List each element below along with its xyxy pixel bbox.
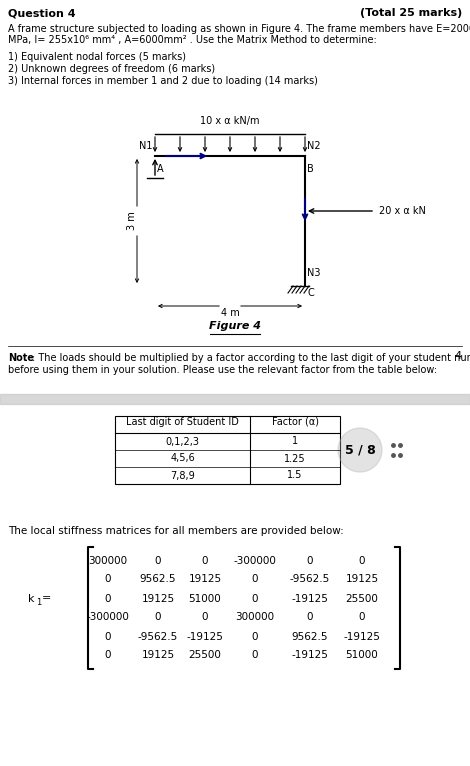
Text: 0: 0	[155, 613, 161, 623]
Text: 4: 4	[455, 351, 462, 361]
Text: 2) Unknown degrees of freedom (6 marks): 2) Unknown degrees of freedom (6 marks)	[8, 64, 215, 74]
Text: 1.25: 1.25	[284, 453, 306, 463]
Text: 4 m: 4 m	[220, 308, 239, 318]
Text: 0: 0	[252, 594, 258, 604]
Text: 1: 1	[36, 598, 41, 607]
Text: 0: 0	[307, 613, 313, 623]
Text: 0: 0	[359, 613, 365, 623]
Text: 3) Internal forces in member 1 and 2 due to loading (14 marks): 3) Internal forces in member 1 and 2 due…	[8, 76, 318, 86]
Text: C: C	[307, 288, 314, 298]
Text: -300000: -300000	[86, 613, 129, 623]
Text: -19125: -19125	[344, 631, 380, 641]
Text: 0: 0	[202, 613, 208, 623]
Circle shape	[338, 428, 382, 472]
Text: N3: N3	[307, 268, 321, 278]
Text: -300000: -300000	[234, 555, 276, 565]
Text: 4,5,6: 4,5,6	[170, 453, 195, 463]
Text: =: =	[42, 594, 51, 604]
Text: -19125: -19125	[291, 594, 329, 604]
Text: 51000: 51000	[345, 650, 378, 660]
Text: N2: N2	[307, 141, 321, 151]
Text: 20 x α kN: 20 x α kN	[379, 206, 426, 216]
Text: 7,8,9: 7,8,9	[170, 470, 195, 480]
Text: 0,1,2,3: 0,1,2,3	[165, 437, 199, 447]
Text: 19125: 19125	[141, 594, 174, 604]
Text: Figure 4: Figure 4	[209, 321, 261, 331]
Text: 0: 0	[105, 574, 111, 584]
Text: 0: 0	[252, 650, 258, 660]
Bar	[0, 394, 470, 404]
Text: 19125: 19125	[345, 574, 378, 584]
Text: A frame structure subjected to loading as shown in Figure 4. The frame members h: A frame structure subjected to loading a…	[8, 24, 470, 34]
Text: 0: 0	[155, 555, 161, 565]
Text: N1: N1	[140, 141, 153, 151]
Text: MPa, I= 255x10⁶ mm⁴ , A=6000mm² . Use the Matrix Method to determine:: MPa, I= 255x10⁶ mm⁴ , A=6000mm² . Use th…	[8, 35, 377, 45]
Text: Factor (α): Factor (α)	[272, 417, 319, 427]
Text: k: k	[28, 594, 34, 604]
Text: 25500: 25500	[188, 650, 221, 660]
Text: 9562.5: 9562.5	[140, 574, 176, 584]
Text: -19125: -19125	[291, 650, 329, 660]
Text: 51000: 51000	[188, 594, 221, 604]
Text: (Total 25 marks): (Total 25 marks)	[360, 8, 462, 18]
Text: -9562.5: -9562.5	[138, 631, 178, 641]
Text: 3 m: 3 m	[127, 211, 137, 231]
Text: Question 4: Question 4	[8, 8, 76, 18]
Text: 0: 0	[359, 555, 365, 565]
Text: before using them in your solution. Please use the relevant factor from the tabl: before using them in your solution. Plea…	[8, 365, 437, 375]
Text: 300000: 300000	[88, 555, 127, 565]
Text: 1: 1	[292, 437, 298, 447]
Text: 9562.5: 9562.5	[292, 631, 328, 641]
Text: 0: 0	[105, 631, 111, 641]
Text: -19125: -19125	[187, 631, 223, 641]
Text: -9562.5: -9562.5	[290, 574, 330, 584]
Text: 25500: 25500	[345, 594, 378, 604]
Text: Note: Note	[8, 353, 34, 363]
Text: 5 / 8: 5 / 8	[345, 444, 376, 457]
Text: 0: 0	[105, 594, 111, 604]
Bar	[115, 416, 340, 484]
Text: 0: 0	[252, 631, 258, 641]
Text: 0: 0	[252, 574, 258, 584]
Text: : The loads should be multiplied by a factor according to the last digit of your: : The loads should be multiplied by a fa…	[32, 353, 470, 363]
Text: 0: 0	[307, 555, 313, 565]
Text: 1.5: 1.5	[287, 470, 303, 480]
Text: B: B	[307, 164, 314, 174]
Text: 0: 0	[202, 555, 208, 565]
Text: The local stiffness matrices for all members are provided below:: The local stiffness matrices for all mem…	[8, 526, 344, 536]
Text: 19125: 19125	[141, 650, 174, 660]
Text: 19125: 19125	[188, 574, 221, 584]
Text: 1) Equivalent nodal forces (5 marks): 1) Equivalent nodal forces (5 marks)	[8, 52, 186, 62]
Text: A: A	[157, 164, 164, 174]
Text: 10 x α kN/m: 10 x α kN/m	[200, 116, 260, 126]
Text: 0: 0	[105, 650, 111, 660]
Text: Last digit of Student ID: Last digit of Student ID	[126, 417, 239, 427]
Text: 300000: 300000	[235, 613, 274, 623]
